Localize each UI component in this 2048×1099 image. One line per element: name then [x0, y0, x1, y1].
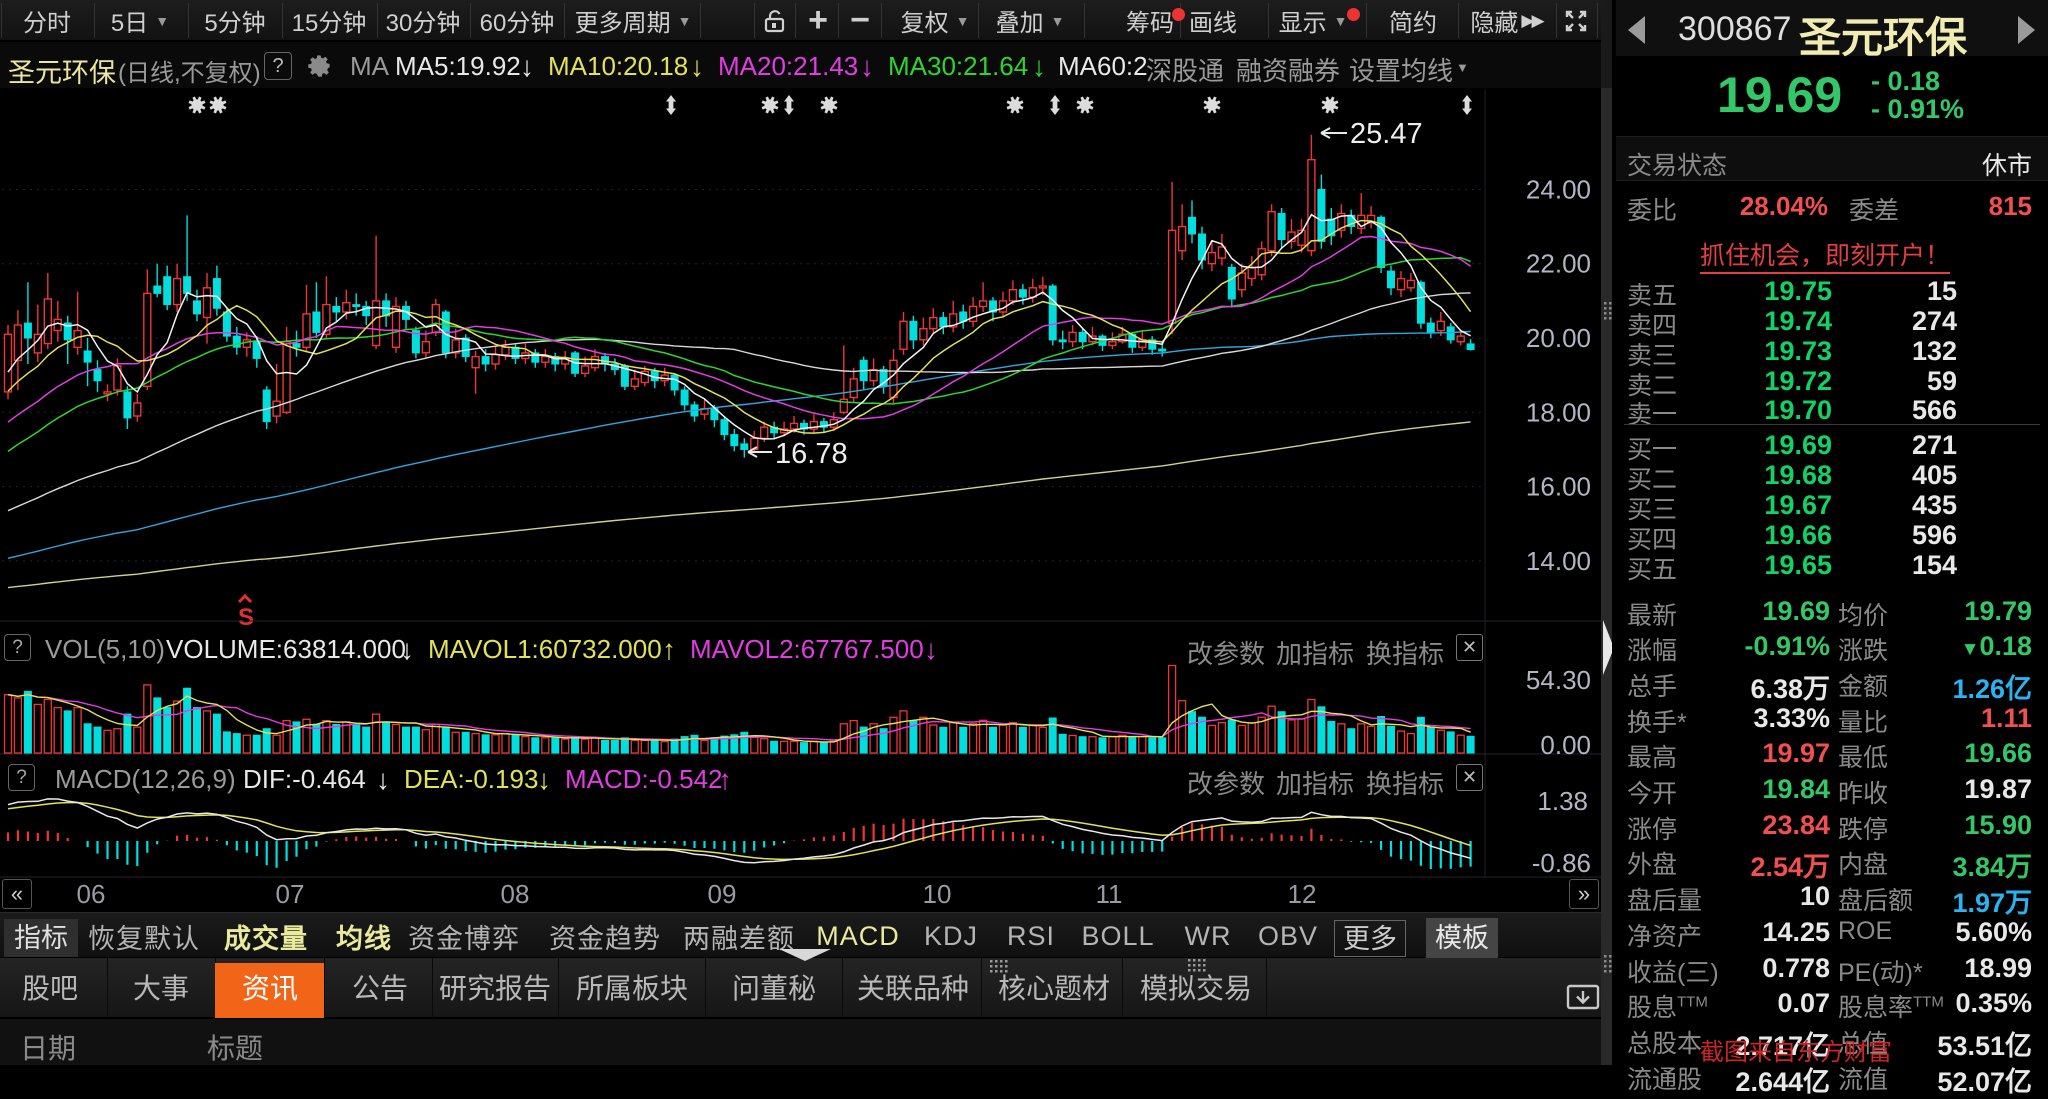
svg-text:08: 08: [501, 879, 530, 909]
svg-text:24.00: 24.00: [1526, 174, 1591, 204]
svg-text:10: 10: [923, 879, 952, 909]
svg-text:14.00: 14.00: [1526, 546, 1591, 576]
svg-text:09: 09: [708, 879, 737, 909]
svg-text:11: 11: [1096, 879, 1123, 909]
svg-text:25.47: 25.47: [1350, 118, 1423, 150]
svg-text:-0.86: -0.86: [1532, 848, 1591, 878]
svg-text:22.00: 22.00: [1526, 249, 1591, 279]
svg-text:0.00: 0.00: [1540, 730, 1591, 760]
svg-text:20.00: 20.00: [1526, 323, 1591, 353]
svg-text:S: S: [238, 604, 254, 631]
svg-text:54.30: 54.30: [1526, 665, 1591, 695]
svg-text:16.78: 16.78: [775, 438, 848, 470]
svg-text:06: 06: [77, 879, 106, 909]
svg-text:1.38: 1.38: [1537, 786, 1588, 816]
svg-text:12: 12: [1288, 879, 1317, 909]
svg-text:16.00: 16.00: [1526, 472, 1591, 502]
svg-text:07: 07: [276, 879, 305, 909]
svg-text:18.00: 18.00: [1526, 397, 1591, 427]
